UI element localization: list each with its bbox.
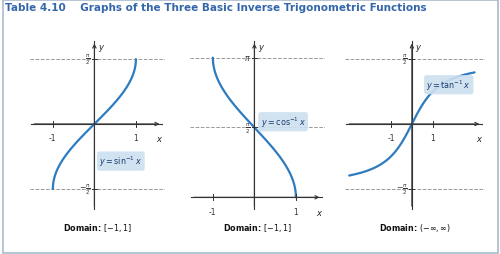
Text: 1: 1 — [430, 134, 435, 143]
Text: Range: $\left[-\dfrac{\pi}{2}, \dfrac{\pi}{2}\right]$: Range: $\left[-\dfrac{\pi}{2}, \dfrac{\p… — [65, 251, 130, 254]
Text: $\pi$: $\pi$ — [244, 54, 250, 63]
Text: $y$: $y$ — [98, 43, 105, 54]
Text: $\frac{\pi}{2}$: $\frac{\pi}{2}$ — [85, 53, 90, 67]
Text: 1: 1 — [134, 134, 138, 143]
Text: $x$: $x$ — [476, 135, 483, 144]
Text: $y = \sin^{-1} x$: $y = \sin^{-1} x$ — [100, 154, 142, 169]
Text: 1: 1 — [294, 207, 298, 216]
Text: $\frac{\pi}{2}$: $\frac{\pi}{2}$ — [402, 53, 407, 67]
Text: -1: -1 — [49, 134, 56, 143]
Text: $y = \tan^{-1} x$: $y = \tan^{-1} x$ — [426, 78, 471, 92]
Text: $x$: $x$ — [156, 135, 163, 144]
Text: -1: -1 — [387, 134, 394, 143]
Text: $x$: $x$ — [316, 208, 323, 217]
Text: $y = \cos^{-1} x$: $y = \cos^{-1} x$ — [260, 115, 306, 130]
Text: $y$: $y$ — [416, 43, 422, 54]
Text: Range: $\left(-\dfrac{\pi}{2}, \dfrac{\pi}{2}\right)$: Range: $\left(-\dfrac{\pi}{2}, \dfrac{\p… — [382, 251, 448, 254]
Text: $y$: $y$ — [258, 43, 265, 54]
Text: $\frac{\pi}{2}$: $\frac{\pi}{2}$ — [245, 121, 250, 135]
Text: Range: $[0, \pi]$: Range: $[0, \pi]$ — [230, 251, 285, 254]
Text: $-\frac{\pi}{2}$: $-\frac{\pi}{2}$ — [396, 182, 407, 196]
Text: Domain: $[-1, 1]$: Domain: $[-1, 1]$ — [223, 221, 292, 233]
Text: Domain: $[-1, 1]$: Domain: $[-1, 1]$ — [63, 221, 132, 233]
Text: $-\frac{\pi}{2}$: $-\frac{\pi}{2}$ — [78, 182, 90, 196]
Text: Table 4.10    Graphs of the Three Basic Inverse Trigonometric Functions: Table 4.10 Graphs of the Three Basic Inv… — [5, 3, 426, 12]
Text: Domain: $(-\infty, \infty)$: Domain: $(-\infty, \infty)$ — [379, 221, 451, 233]
Text: -1: -1 — [209, 207, 216, 216]
